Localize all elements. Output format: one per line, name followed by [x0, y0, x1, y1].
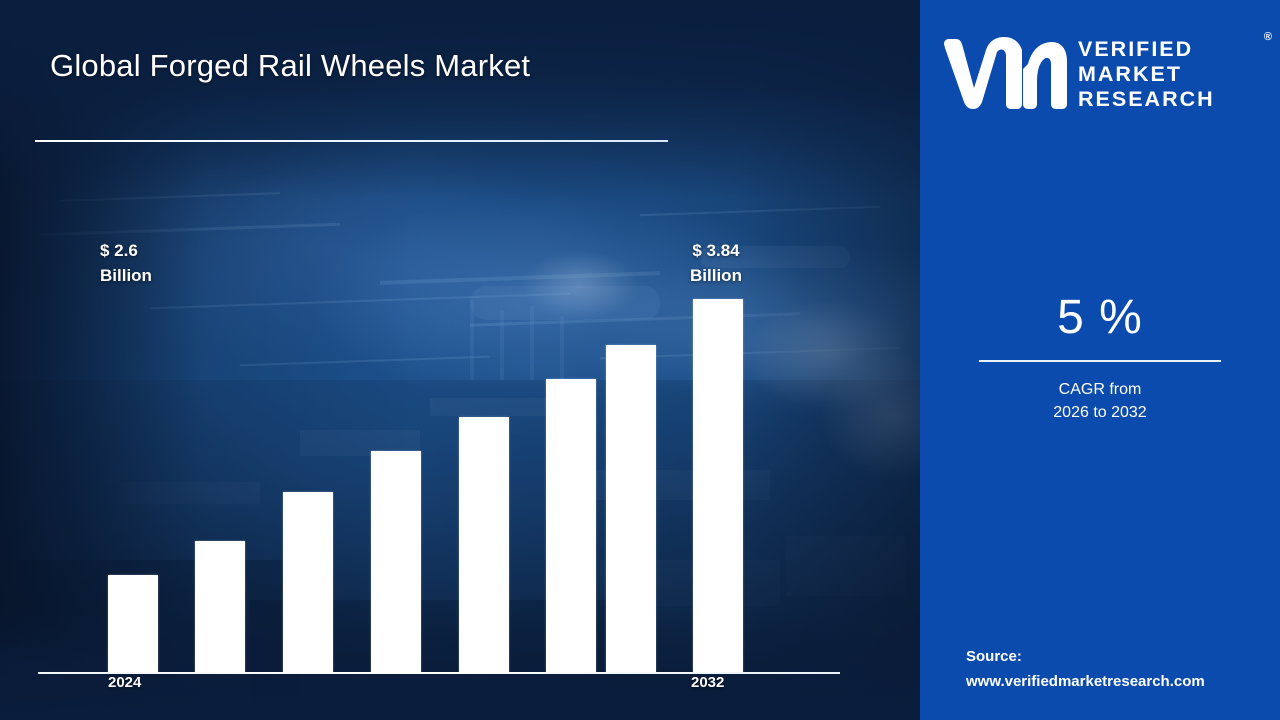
last-bar-value-label: $ 3.84 Billion — [676, 238, 756, 288]
bar-2029 — [546, 379, 596, 672]
x-tick-label-end: 2032 — [691, 674, 725, 691]
first-bar-value-line1: $ 2.6 — [100, 241, 138, 260]
source-block: Source: www.verifiedmarketresearch.com — [966, 644, 1276, 694]
bar-2027 — [371, 451, 421, 672]
title-divider — [35, 140, 668, 142]
source-url[interactable]: www.verifiedmarketresearch.com — [966, 673, 1205, 690]
x-tick-label-start: 2024 — [108, 674, 142, 691]
background-top-fade — [0, 0, 920, 200]
registered-trademark-icon: ® — [1263, 30, 1272, 43]
first-bar-value-line2: Billion — [100, 266, 152, 285]
x-axis-line — [38, 672, 840, 674]
last-bar-value-line1: $ 3.84 — [692, 241, 740, 260]
cagr-caption-line1: CAGR from — [1058, 381, 1142, 398]
logo-line-verified: VERIFIED — [1078, 36, 1194, 61]
cagr-value: 5 % — [1057, 291, 1143, 344]
cagr-divider — [979, 360, 1221, 362]
bar-2028 — [459, 417, 509, 672]
cagr-block: 5 % CAGR from 2026 to 2032 — [920, 290, 1280, 424]
bar-2032 — [693, 299, 743, 672]
verified-market-research-logo: VERIFIED MARKET RESEARCH ® — [940, 28, 1272, 120]
bar-2026 — [283, 492, 333, 672]
bar-2025 — [195, 541, 245, 672]
last-bar-value-line2: Billion — [690, 266, 742, 285]
brand-panel: VERIFIED MARKET RESEARCH ® 5 % CAGR from… — [920, 0, 1280, 720]
logo-line-research: RESEARCH — [1078, 86, 1215, 111]
cagr-caption-line2: 2026 to 2032 — [1053, 404, 1147, 421]
page-title: Global Forged Rail Wheels Market — [50, 48, 531, 83]
chart-panel: Global Forged Rail Wheels Market $ 2.6 B… — [0, 0, 920, 720]
first-bar-value-label: $ 2.6 Billion — [100, 238, 152, 288]
logo-wordmark: VERIFIED MARKET RESEARCH ® — [1078, 31, 1272, 112]
vm-monogram-icon — [944, 37, 1067, 109]
source-label: Source: — [966, 648, 1022, 665]
bar-2024 — [108, 575, 158, 672]
logo-line-market: MARKET — [1078, 61, 1182, 86]
bar-chart: $ 2.6 Billion $ 3.84 Billion 2024 2032 — [38, 238, 840, 691]
bar-2030 — [606, 345, 656, 672]
